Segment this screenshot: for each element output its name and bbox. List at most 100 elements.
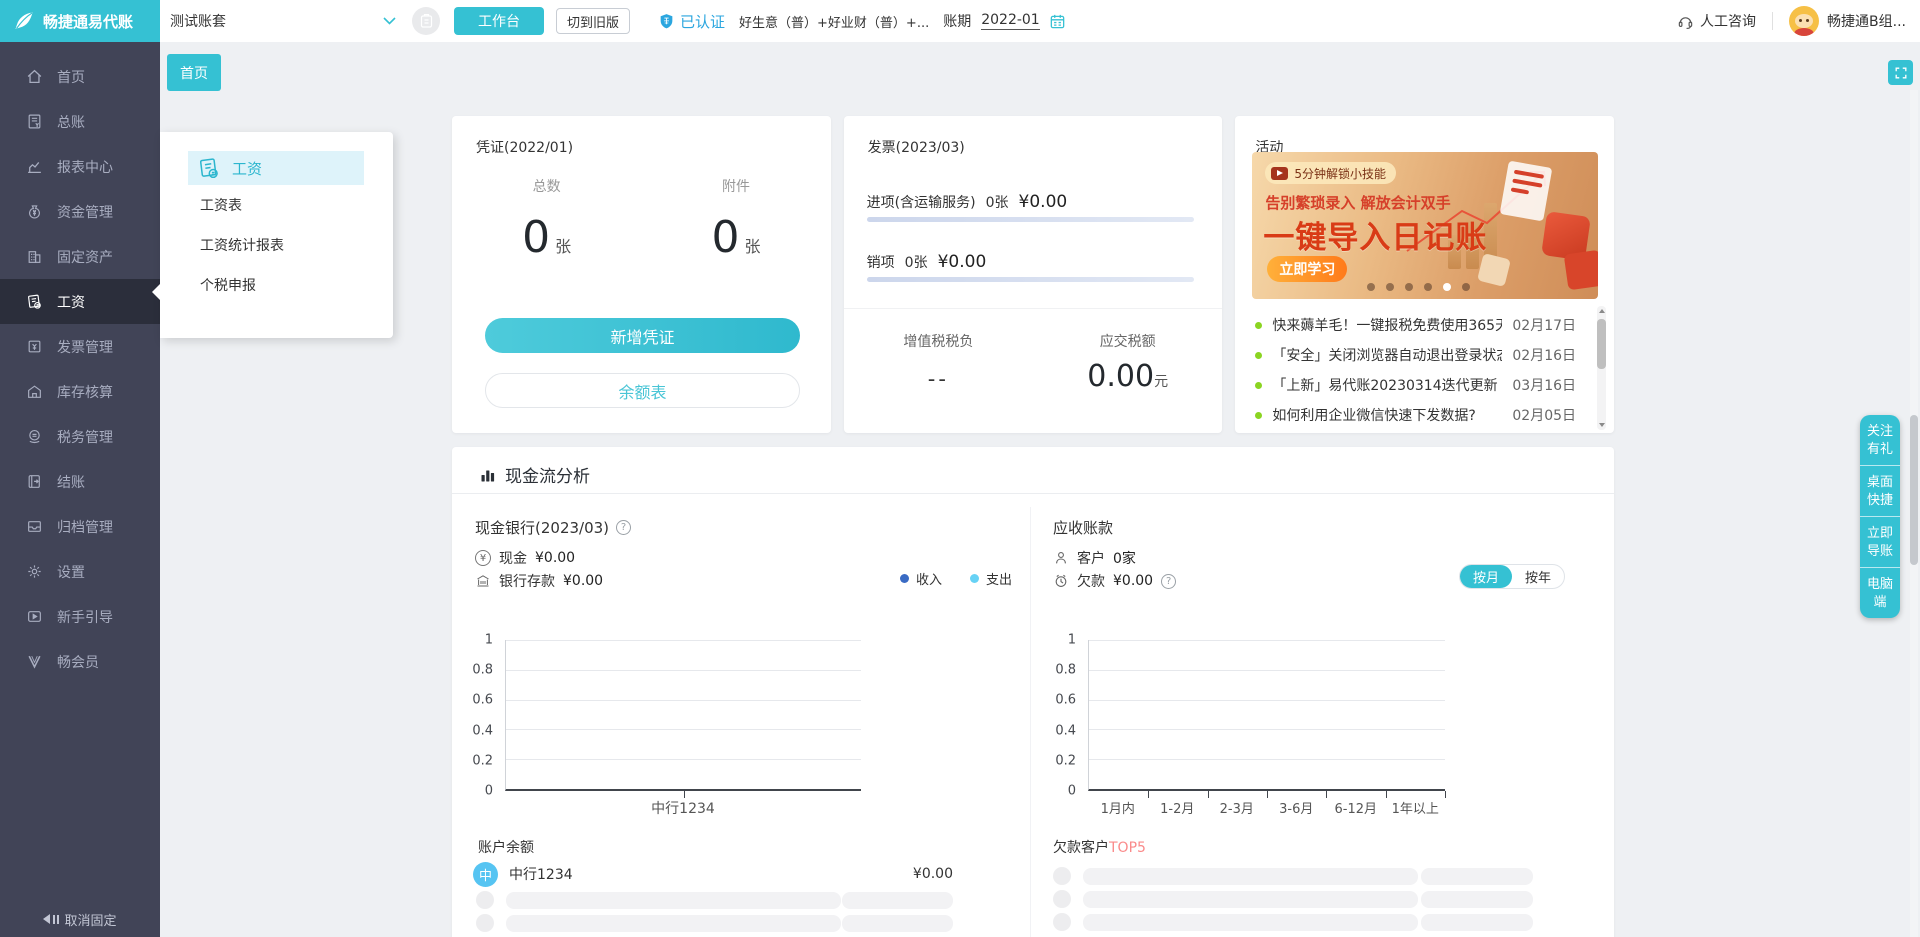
licensed-products-label: 好生意（普）+好业财（普）+... [739, 15, 930, 31]
closing-icon [25, 473, 43, 491]
new-voucher-button[interactable]: 新增凭证 [485, 318, 800, 353]
salary-submenu-icon [197, 156, 221, 180]
banner-carousel-dots [1367, 283, 1471, 291]
bank-icon [475, 573, 491, 589]
x-axis-tick [1445, 791, 1446, 798]
submenu-item-salary-sheet[interactable]: 工资表 [200, 198, 242, 214]
cash-row: ¥ 现金 ¥0.00 [475, 548, 575, 568]
x-axis-tick [1207, 791, 1209, 798]
fixed-assets-icon [25, 248, 43, 266]
activity-card: 活动 5分钟解锁小技能 告别繁琐录入 解放会计双手 一键导入日记账 立即学习 [1235, 116, 1615, 433]
scroll-up-icon[interactable] [1598, 309, 1605, 313]
page-scrollbar-thumb[interactable] [1910, 415, 1918, 565]
gridline [1089, 699, 1445, 701]
news-scrollbar[interactable] [1597, 306, 1607, 430]
follow-gift-button[interactable]: 关注有礼 [1860, 415, 1900, 467]
receivables-chart: 1 0.8 0.6 0.4 0.2 0 1月内 1-2月 2-3月 3-6月 6… [1055, 633, 1446, 817]
sidebar-item-salary[interactable]: 工资 [0, 279, 160, 324]
sidebar-item-closing[interactable]: 结账 [0, 459, 160, 504]
toggle-by-year[interactable]: 按年 [1525, 571, 1552, 586]
skeleton-circle [476, 914, 494, 932]
legend-income[interactable]: 收入 [900, 569, 942, 588]
account-balance-row[interactable]: 中 中行1234 ¥0.00 [473, 861, 953, 887]
voucher-card-title: 凭证(2022/01) [476, 140, 574, 156]
submenu-item-salary-report[interactable]: 工资统计报表 [200, 238, 284, 254]
carousel-dot[interactable] [1405, 283, 1414, 291]
submenu-item-tax-filing[interactable]: 个税申报 [200, 278, 256, 294]
activity-banner[interactable]: 5分钟解锁小技能 告别繁琐录入 解放会计双手 一键导入日记账 立即学习 [1252, 152, 1599, 299]
skeleton-bar [1083, 867, 1418, 885]
username[interactable]: 畅捷通B组... [1827, 14, 1906, 30]
app-logo[interactable]: 畅捷通易代账 [0, 0, 160, 42]
skeleton-bar [842, 891, 953, 909]
pc-client-button[interactable]: 电脑端 [1866, 577, 1893, 610]
news-item[interactable]: 快来薅羊毛！一键报税免费使用365天... 02月17日 [1255, 310, 1576, 340]
news-item[interactable]: 「上新」易代账20230314迭代更新 03月16日 [1255, 370, 1576, 400]
calendar-icon[interactable] [1049, 13, 1066, 30]
account-set-selector[interactable]: 测试账套 [170, 11, 396, 31]
gridline [506, 759, 861, 761]
carousel-dot[interactable] [1386, 283, 1395, 291]
import-now-button[interactable]: 立即导账 [1860, 517, 1900, 569]
skeleton-bar [1083, 913, 1418, 931]
tab-home[interactable]: 首页 [167, 54, 221, 91]
invoice-output-bar [866, 277, 1195, 282]
workbench-button[interactable]: 工作台 [454, 7, 544, 35]
topbar-divider [1772, 12, 1774, 30]
expense-dot-icon [970, 574, 980, 583]
news-item[interactable]: 如何利用企业微信快速下发数据? 02月05日 [1255, 400, 1576, 430]
support-button[interactable]: 人工咨询 [1677, 11, 1756, 31]
carousel-dot[interactable] [1462, 283, 1471, 291]
toggle-by-month[interactable]: 按月 [1460, 565, 1513, 588]
sidebar-item-inventory[interactable]: 库存核算 [0, 369, 160, 414]
sidebar-item-report-center[interactable]: 报表中心 [0, 144, 160, 189]
sidebar-item-beginner-guide[interactable]: 新手引导 [0, 594, 160, 639]
gridline [506, 729, 861, 731]
plot-area [505, 640, 861, 798]
expand-button[interactable] [1888, 60, 1913, 85]
help-icon[interactable]: ? [616, 520, 632, 535]
news-item[interactable]: 「安全」关闭浏览器自动退出登录状态 02月16日 [1255, 340, 1576, 370]
news-bullet-icon [1255, 351, 1263, 359]
news-scrollbar-thumb[interactable] [1597, 319, 1607, 369]
certified-badge[interactable]: 已认证 [658, 11, 725, 32]
sidebar-item-funds[interactable]: 资金管理 [0, 189, 160, 234]
banner-cta-button[interactable]: 立即学习 [1267, 256, 1348, 282]
balance-sheet-button[interactable]: 余额表 [485, 373, 800, 408]
section-divider [452, 493, 1614, 494]
unpin-button[interactable]: 取消固定 [0, 901, 160, 937]
clock-icon [1053, 573, 1069, 589]
skeleton-circle [476, 891, 494, 909]
skeleton-bar [1421, 890, 1533, 908]
submenu-header-salary[interactable]: 工资 [188, 151, 364, 185]
sidebar-item-archive[interactable]: 归档管理 [0, 504, 160, 549]
sidebar-item-fixed-assets[interactable]: 固定资产 [0, 234, 160, 279]
help-icon[interactable]: ? [1161, 573, 1177, 589]
switch-old-version-button[interactable]: 切到旧版 [556, 8, 631, 34]
sidebar-nav: 首页 总账 报表中心 资金管理 固定资产 工资 发票管理 库存核算 [0, 42, 160, 684]
cash-bank-chart: 1 0.8 0.6 0.4 0.2 0 中行1234 [472, 633, 861, 817]
legend-expense[interactable]: 支出 [970, 569, 1012, 588]
carousel-dot[interactable] [1424, 283, 1433, 291]
fullscreen-icon [1894, 66, 1908, 80]
cashflow-section-header: 现金流分析 [480, 462, 590, 487]
carousel-dot[interactable] [1367, 283, 1376, 291]
sidebar-item-member[interactable]: 畅会员 [0, 639, 160, 684]
sidebar-item-invoice-mgmt[interactable]: 发票管理 [0, 324, 160, 369]
sidebar-item-home[interactable]: 首页 [0, 54, 160, 99]
desktop-shortcut-button[interactable]: 桌面快捷 [1860, 466, 1900, 518]
scroll-down-icon[interactable] [1598, 423, 1605, 427]
skeleton-bar [1083, 890, 1418, 908]
carousel-dot-active[interactable] [1443, 283, 1452, 291]
period-value[interactable]: 2022-01 [981, 12, 1040, 30]
unpin-arrow-icon [43, 914, 51, 924]
period-toggle: 按月 按年 [1459, 564, 1566, 589]
sidebar-item-general-ledger[interactable]: 总账 [0, 99, 160, 144]
sidebar-item-settings[interactable]: 设置 [0, 549, 160, 594]
user-avatar[interactable] [1789, 6, 1820, 36]
memo-button[interactable] [412, 7, 440, 35]
sidebar-item-tax-mgmt[interactable]: 税务管理 [0, 414, 160, 459]
certified-shield-icon [658, 13, 675, 30]
